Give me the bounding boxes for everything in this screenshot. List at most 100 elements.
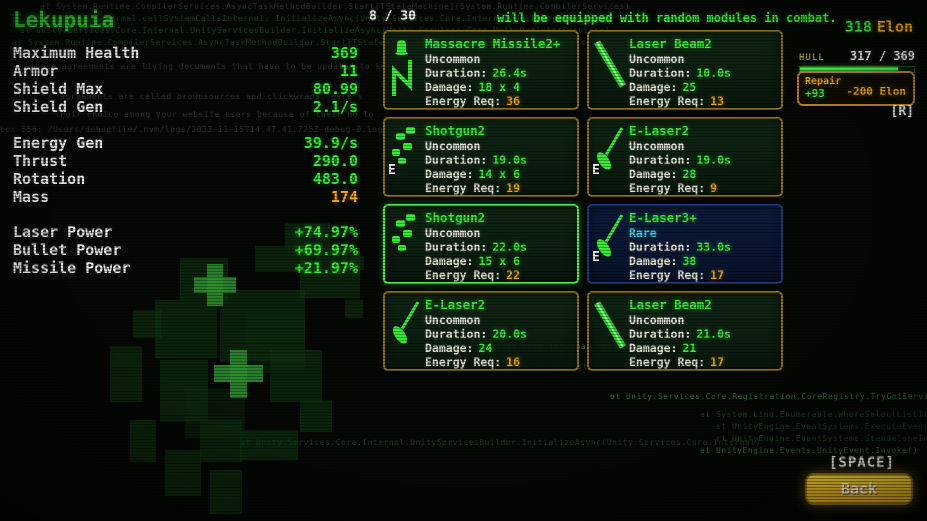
module-rarity: Uncommon: [425, 52, 481, 66]
e-laser-icon: [596, 214, 624, 257]
module-title: Laser Beam2: [629, 297, 712, 312]
module-title: E-Laser2: [629, 123, 690, 138]
equipped-badge: E: [388, 163, 396, 178]
module-energy: Energy Req: 13: [629, 94, 725, 108]
module-duration: Duration: 21.0s: [629, 327, 731, 341]
module-title: Shotgun2: [425, 210, 486, 225]
module-damage: Damage: 18 x 4: [425, 80, 521, 94]
module-card[interactable]: E-Laser2 Uncommon Duration: 20.0s Damage:…: [383, 291, 579, 371]
currency-value: 318: [844, 18, 872, 36]
bg-noise-line: ot Unity.Services.Core.Registration.Core…: [610, 392, 927, 401]
stat-row: Missile Power +21.97%: [13, 259, 358, 277]
currency-name: Elon: [876, 18, 913, 36]
module-title: E-Laser3+: [629, 210, 697, 225]
repair-button[interactable]: Repair +93 -200 Elon: [797, 71, 915, 106]
module-damage: Damage: 15 x 6: [425, 254, 521, 268]
back-hotkey-hint: [SPACE]: [828, 455, 895, 471]
hull-numbers: 317 / 369: [849, 49, 915, 63]
module-energy: Energy Req: 22: [425, 268, 521, 282]
bg-noise-line: normal.callSystemCallsInternal: Initiali…: [105, 14, 589, 23]
module-duration: Duration: 20.0s: [425, 327, 527, 341]
stat-row-mass: Mass 174: [13, 188, 358, 206]
module-duration: Duration: 19.0s: [629, 153, 731, 167]
module-rarity: Uncommon: [629, 139, 685, 153]
stat-row: Shield Max 80.99: [13, 80, 358, 98]
hull-bar-fill: [800, 67, 899, 72]
repair-cost: -200 Elon: [846, 85, 906, 98]
module-damage: Damage: 28: [629, 167, 697, 181]
laser-beam-icon: [594, 301, 626, 349]
module-rarity: Uncommon: [425, 226, 481, 240]
module-damage: Damage: 14 x 6: [425, 167, 521, 181]
stat-row: Energy Gen 39.9/s: [13, 134, 358, 152]
module-duration: Duration: 26.4s: [425, 66, 527, 80]
module-rarity: Uncommon: [425, 313, 481, 327]
module-title: Shotgun2: [425, 123, 486, 138]
module-energy: Energy Req: 16: [425, 355, 521, 369]
repair-label: Repair: [805, 76, 842, 87]
stats-group-defense: Maximum Health 369 Armor 11 Shield Max 80.9…: [13, 44, 358, 116]
random-modules-message: will be equipped with random modules in …: [497, 11, 837, 25]
module-slot-counter: 8 / 30: [369, 9, 416, 24]
stats-group-engine: Energy Gen 39.9/s Thrust 290.0 Rotation 483…: [13, 134, 358, 206]
currency-display: 318 Elon: [845, 18, 913, 36]
bg-noise-line: rt UnityEngine.EventSystems.StandaloneIn…: [716, 434, 927, 443]
repair-hotkey-hint: [R]: [890, 104, 914, 119]
module-damage: Damage: 25: [629, 80, 697, 94]
bg-noise-line: at System.Runtime.CompilerServices.Async…: [12, 38, 603, 47]
bg-noise-line: at System.Linq.Enumerable.WhereSelectLis…: [700, 410, 927, 419]
module-rarity: Uncommon: [629, 52, 685, 66]
repair-gain: +93: [805, 87, 825, 100]
module-card[interactable]: Laser Beam2 Uncommon Duration: 21.0s Dama…: [587, 291, 783, 371]
hull-panel: HULL 317 / 369: [799, 49, 915, 73]
module-title: Massacre Missile2+: [425, 36, 561, 51]
module-card[interactable]: E Shotgun2 Uncommon Duration: 19.0s Damag…: [383, 117, 579, 197]
stat-row: Bullet Power +69.97%: [13, 241, 358, 259]
module-card-selected[interactable]: Shotgun2 Uncommon Duration: 22.0s Damage:…: [383, 204, 579, 284]
stat-row: Rotation 483.0: [13, 170, 358, 188]
bg-noise-line: their choice among your website users be…: [55, 110, 374, 119]
module-energy: Energy Req: 9: [629, 181, 718, 195]
equipped-badge: E: [592, 250, 600, 265]
module-energy: Energy Req: 17: [629, 268, 725, 282]
module-damage: Damage: 21: [629, 341, 697, 355]
missile-icon: [392, 40, 412, 96]
shotgun-icon: [392, 127, 415, 164]
shotgun-icon: [392, 214, 415, 251]
e-laser-icon: [596, 127, 624, 170]
module-duration: Duration: 33.0s: [629, 240, 731, 254]
module-energy: Energy Req: 36: [425, 94, 521, 108]
bg-noise-line: at UnityEngine.Events.UnityEvent.Invoke(…: [700, 446, 918, 455]
module-damage: Damage: 38: [629, 254, 697, 268]
module-title: E-Laser2: [425, 297, 486, 312]
module-rarity: Uncommon: [425, 139, 481, 153]
bg-noise-line: at Unity.Services.Core.Internal.UnitySer…: [240, 438, 762, 447]
module-energy: Energy Req: 19: [425, 181, 521, 195]
bg-noise-line: box 556: /Users/debugfile/.nvm/logs/2023…: [0, 125, 383, 134]
bg-noise-line: st UnityEngine.EventSystems.ExecuteEvent…: [716, 422, 927, 431]
stats-group-weapons: Laser Power +74.97% Bullet Power +69.97% M…: [13, 223, 358, 277]
module-grid: Massacre Missile2+ Uncommon Duration: 26.…: [383, 30, 783, 371]
module-duration: Duration: 10.0s: [629, 66, 731, 80]
stat-row: Maximum Health 369: [13, 44, 358, 62]
back-button[interactable]: Back: [805, 473, 913, 505]
stat-row: Laser Power +74.97%: [13, 223, 358, 241]
module-title: Laser Beam2: [629, 36, 712, 51]
equipped-badge: E: [592, 163, 600, 178]
bg-noise-line: agreements are called brownsources and c…: [60, 92, 364, 101]
module-energy: Energy Req: 17: [629, 355, 725, 369]
hull-label: HULL: [799, 53, 825, 63]
module-card[interactable]: Laser Beam2 Uncommon Duration: 10.0s Dama…: [587, 30, 783, 110]
stat-row: Thrust 290.0: [13, 152, 358, 170]
ship-sprite: [110, 223, 364, 514]
ship-name: Lekupuia: [13, 8, 115, 32]
module-card[interactable]: Massacre Missile2+ Uncommon Duration: 26.…: [383, 30, 579, 110]
module-duration: Duration: 22.0s: [425, 240, 527, 254]
module-rarity: Rare: [629, 226, 657, 240]
bg-noise-line: these agreements are living documents th…: [30, 62, 504, 71]
stat-row: Armor 11: [13, 62, 358, 80]
module-card[interactable]: E E-Laser2 Uncommon Duration: 19.0s Damag…: [587, 117, 783, 197]
bg-noise-line: at Unity.Services.Core.Internal.UnitySer…: [20, 26, 611, 35]
module-card-rare[interactable]: E E-Laser3+ Rare Duration: 33.0s Damage: 3…: [587, 204, 783, 284]
